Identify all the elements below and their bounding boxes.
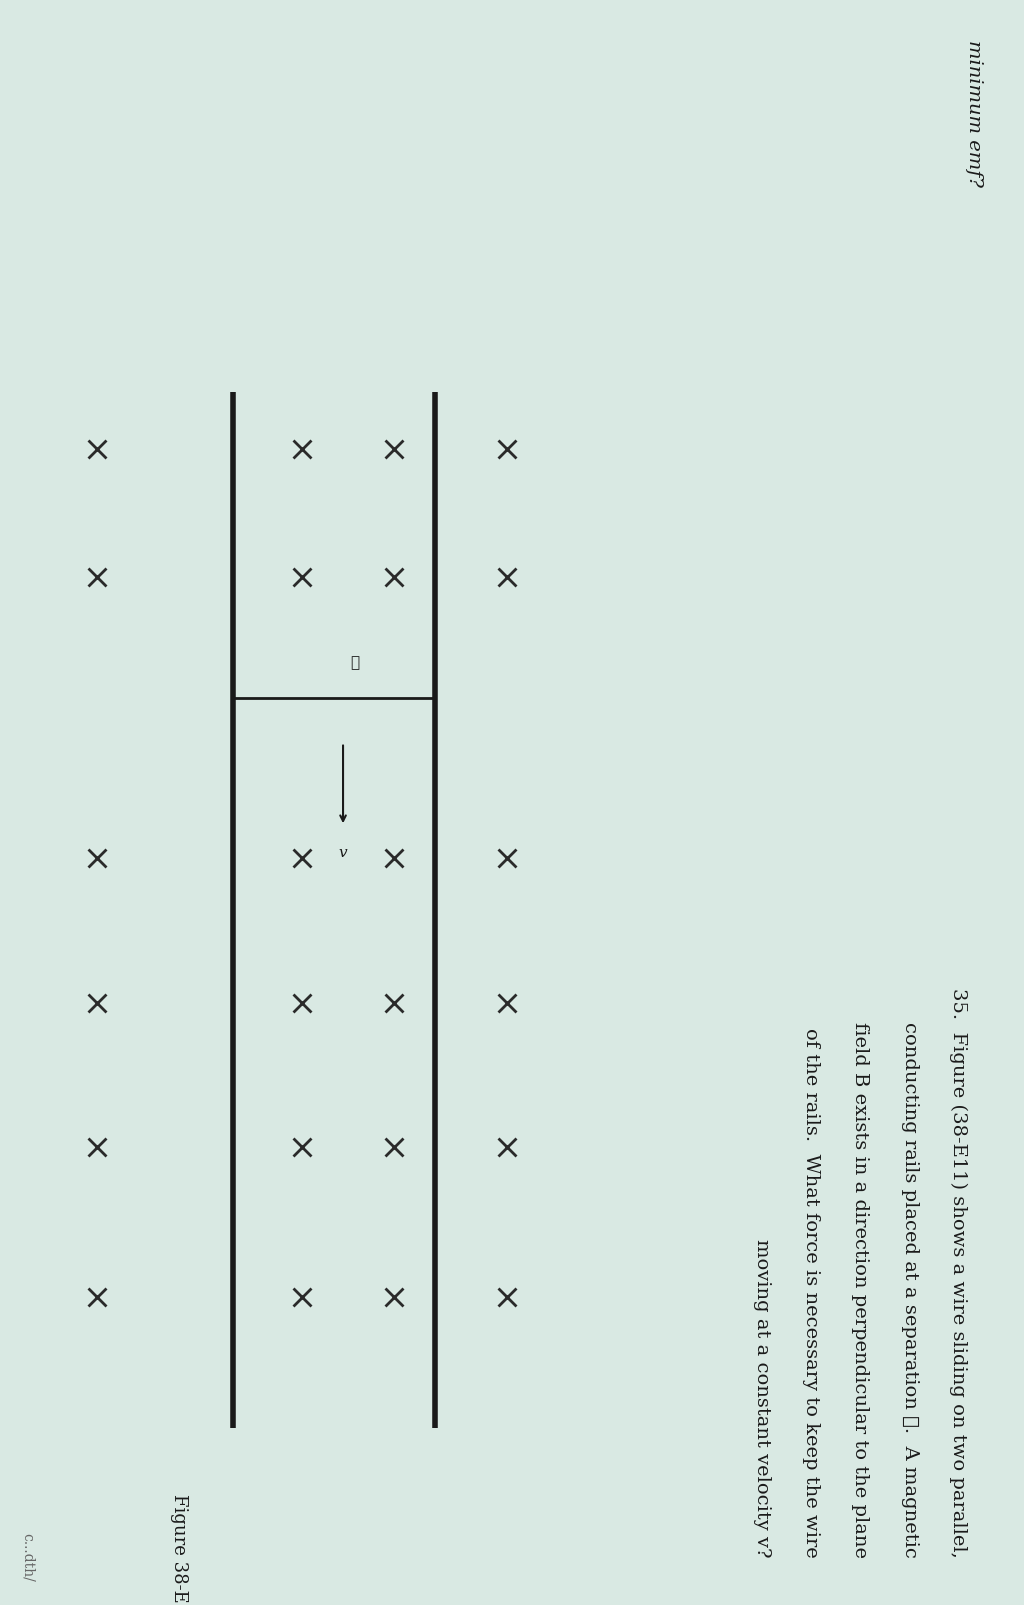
Text: c...dth/: c...dth/	[20, 1533, 35, 1581]
Text: minimum emf?: minimum emf?	[965, 40, 983, 188]
Text: of the rails.  What force is necessary to keep the wire: of the rails. What force is necessary to…	[802, 1027, 820, 1557]
Text: moving at a constant velocity v?: moving at a constant velocity v?	[753, 1239, 771, 1557]
Text: ℓ: ℓ	[350, 655, 359, 669]
Text: Figure 38-E11: Figure 38-E11	[170, 1493, 188, 1605]
Text: field B exists in a direction perpendicular to the plane: field B exists in a direction perpendicu…	[851, 1021, 869, 1557]
Text: v: v	[339, 846, 347, 860]
Text: conducting rails placed at a separation ℓ.  A magnetic: conducting rails placed at a separation …	[900, 1021, 919, 1557]
Text: 35.  Figure (38-E11) shows a wire sliding on two parallel,: 35. Figure (38-E11) shows a wire sliding…	[949, 987, 968, 1557]
